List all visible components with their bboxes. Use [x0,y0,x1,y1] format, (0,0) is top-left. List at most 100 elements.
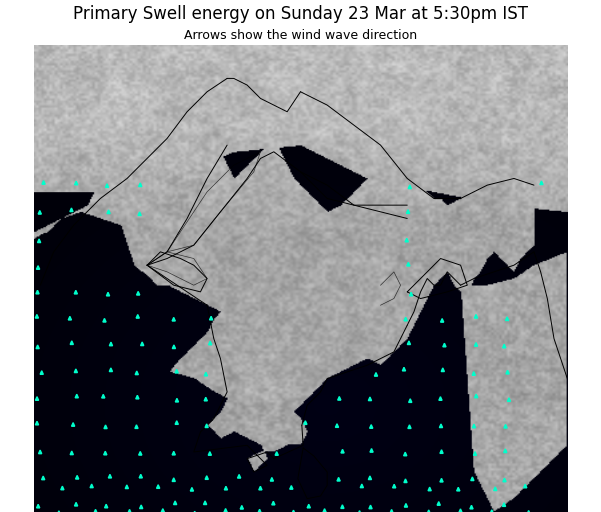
Polygon shape [76,476,79,479]
Polygon shape [304,421,307,424]
Polygon shape [125,485,129,488]
Polygon shape [275,452,278,455]
Polygon shape [172,478,175,481]
Polygon shape [136,314,139,318]
Polygon shape [338,396,341,400]
Polygon shape [136,291,140,295]
Polygon shape [409,399,412,402]
Polygon shape [504,424,507,428]
Polygon shape [374,373,377,376]
Polygon shape [237,475,241,478]
Polygon shape [36,345,39,349]
Polygon shape [208,452,212,455]
Polygon shape [204,397,207,401]
Polygon shape [475,394,478,398]
Polygon shape [408,425,411,429]
Polygon shape [209,341,212,345]
Polygon shape [205,424,208,428]
Polygon shape [135,425,138,429]
Polygon shape [61,486,64,490]
Polygon shape [428,487,432,490]
Polygon shape [439,424,442,428]
Polygon shape [57,511,61,512]
Polygon shape [370,424,373,428]
Polygon shape [175,369,178,373]
Polygon shape [441,318,444,322]
Polygon shape [36,290,39,294]
Polygon shape [292,510,295,512]
Polygon shape [323,509,326,512]
Polygon shape [105,184,109,187]
Polygon shape [493,487,497,490]
Polygon shape [404,452,407,456]
Polygon shape [404,479,407,482]
Polygon shape [337,477,340,481]
Polygon shape [358,510,361,512]
Polygon shape [369,505,372,509]
Polygon shape [427,510,430,512]
Polygon shape [94,509,97,512]
Polygon shape [502,344,506,348]
Polygon shape [69,316,72,320]
Polygon shape [38,450,41,454]
Polygon shape [272,501,275,505]
Polygon shape [75,369,78,373]
Polygon shape [139,183,142,186]
Polygon shape [175,398,178,402]
Polygon shape [441,368,444,372]
Polygon shape [523,484,527,488]
Polygon shape [258,509,261,512]
Polygon shape [109,368,112,372]
Polygon shape [474,314,478,318]
Polygon shape [204,372,207,376]
Polygon shape [193,511,197,512]
Polygon shape [341,450,344,453]
Polygon shape [139,474,142,478]
Polygon shape [37,266,40,269]
Polygon shape [105,504,108,508]
Polygon shape [290,485,293,489]
Polygon shape [409,292,413,296]
Polygon shape [360,484,364,487]
Polygon shape [507,398,510,401]
Polygon shape [443,343,446,347]
Polygon shape [505,317,508,321]
Polygon shape [224,508,227,512]
Polygon shape [75,394,78,398]
Polygon shape [135,371,138,375]
Polygon shape [407,262,410,266]
Polygon shape [474,452,477,455]
Polygon shape [404,503,407,507]
Polygon shape [107,210,110,214]
Polygon shape [35,421,38,425]
Polygon shape [440,478,443,482]
Polygon shape [37,504,40,508]
Polygon shape [370,449,373,452]
Polygon shape [472,372,475,375]
Polygon shape [474,343,478,346]
Polygon shape [141,342,144,346]
Polygon shape [139,505,143,508]
Polygon shape [459,509,462,512]
Polygon shape [90,484,93,487]
Polygon shape [161,509,165,512]
Polygon shape [240,505,243,509]
Polygon shape [128,509,131,512]
Polygon shape [307,504,310,508]
Polygon shape [35,397,38,400]
Polygon shape [503,478,506,482]
Polygon shape [175,421,178,424]
Polygon shape [103,318,106,322]
Polygon shape [74,290,78,294]
Polygon shape [72,422,75,426]
Polygon shape [35,314,38,318]
Polygon shape [104,425,107,429]
Polygon shape [191,487,194,491]
Polygon shape [502,503,505,506]
Polygon shape [37,239,41,243]
Polygon shape [108,474,112,478]
Polygon shape [138,212,141,216]
Polygon shape [490,510,493,512]
Polygon shape [172,345,175,349]
Polygon shape [404,317,407,321]
